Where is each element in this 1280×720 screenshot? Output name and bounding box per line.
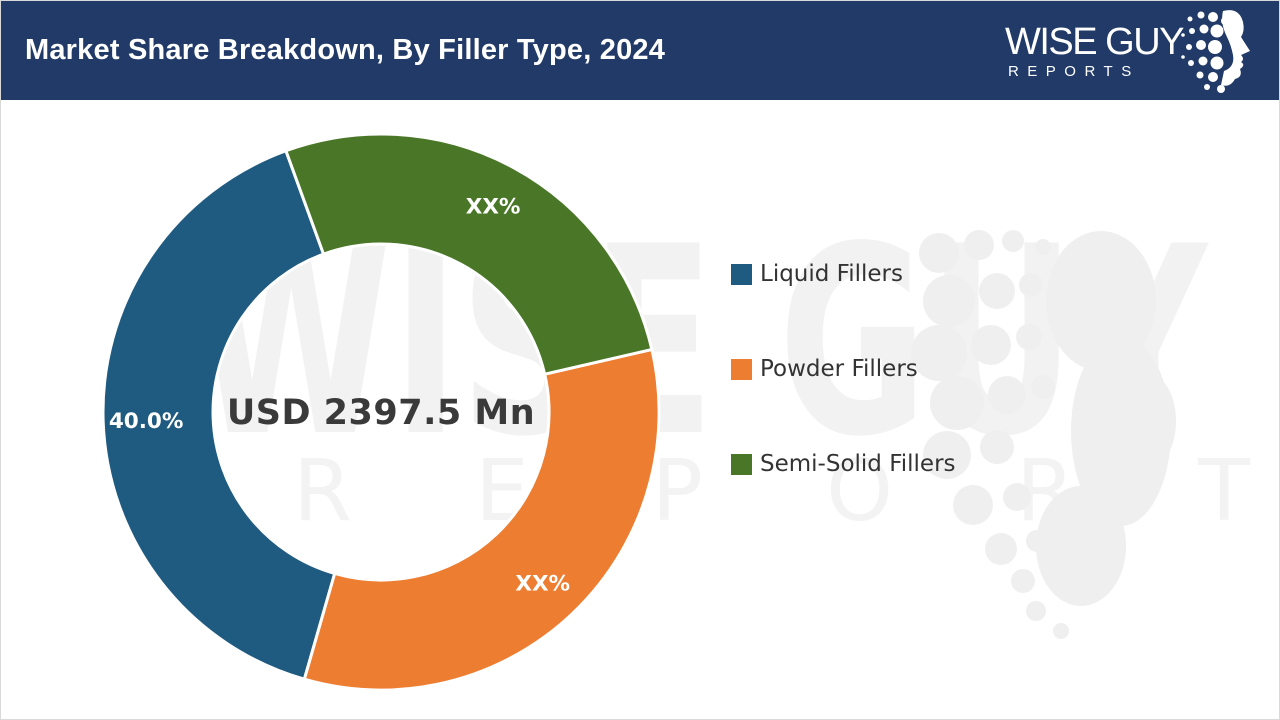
face-profile-dots-icon <box>1181 9 1250 93</box>
page-title: Market Share Breakdown, By Filler Type, … <box>25 34 666 66</box>
legend: Liquid Fillers Powder Fillers Semi-Solid… <box>731 261 956 477</box>
legend-swatch-liquid-fillers <box>731 263 752 285</box>
legend-item-powder-fillers[interactable]: Powder Fillers <box>731 356 956 382</box>
legend-swatch-powder-fillers <box>731 358 752 380</box>
header-bar: Market Share Breakdown, By Filler Type, … <box>1 1 1279 100</box>
liquid-fillers-slice[interactable] <box>101 148 337 682</box>
powder-fillers-slice[interactable] <box>302 347 661 692</box>
brand-logo: WISE GUY REPORTS <box>1005 7 1257 95</box>
legend-swatch-semi-solid-fillers <box>731 453 752 475</box>
legend-label: Liquid Fillers <box>760 261 903 287</box>
semi-solid-fillers-slice[interactable] <box>283 132 654 377</box>
legend-item-liquid-fillers[interactable]: Liquid Fillers <box>731 261 956 287</box>
logo-subtitle: REPORTS <box>1007 62 1140 80</box>
legend-label: Powder Fillers <box>760 356 918 382</box>
legend-item-semi-solid-fillers[interactable]: Semi-Solid Fillers <box>731 451 956 477</box>
legend-label: Semi-Solid Fillers <box>760 451 956 477</box>
logo-wordmark: WISE GUY <box>1004 20 1185 63</box>
